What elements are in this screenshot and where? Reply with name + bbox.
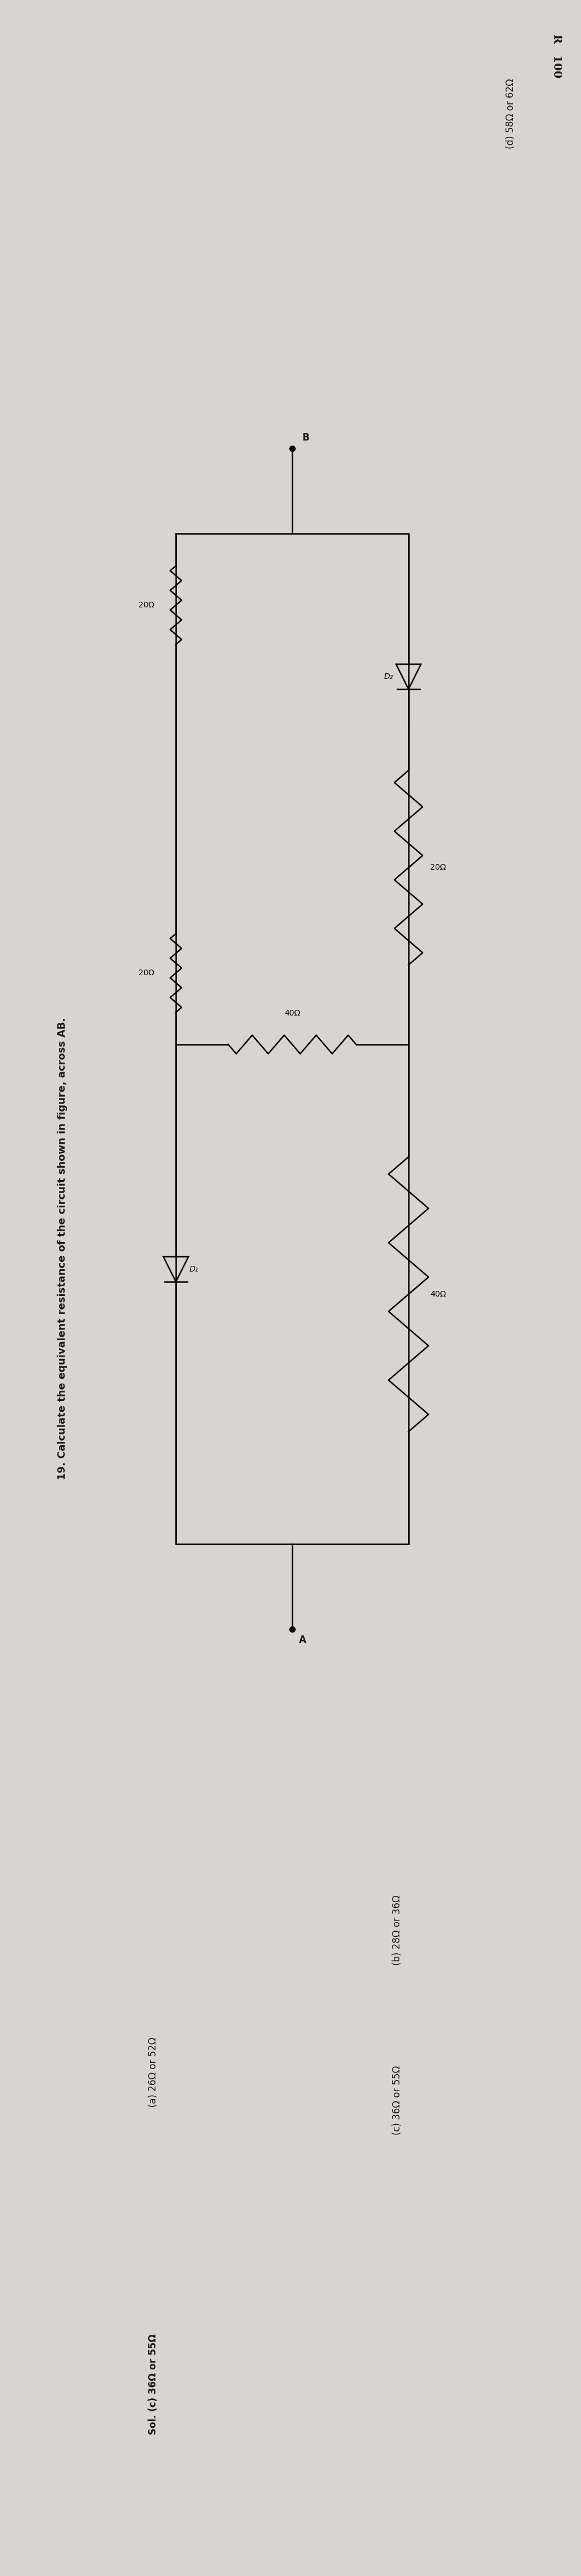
Text: 20Ω: 20Ω bbox=[138, 600, 155, 608]
Text: 40Ω: 40Ω bbox=[284, 1010, 300, 1018]
Text: (c) 36Ω or 55Ω: (c) 36Ω or 55Ω bbox=[392, 2066, 402, 2136]
Text: 20Ω: 20Ω bbox=[138, 969, 155, 976]
Text: B: B bbox=[303, 433, 310, 443]
Text: D₂: D₂ bbox=[384, 672, 393, 680]
Text: 40Ω: 40Ω bbox=[430, 1291, 446, 1298]
Text: R   100: R 100 bbox=[551, 33, 562, 77]
Text: 20Ω: 20Ω bbox=[430, 863, 446, 871]
Text: 19. Calculate the equivalent resistance of the circuit shown in figure, across A: 19. Calculate the equivalent resistance … bbox=[58, 1018, 67, 1481]
Text: (a) 26Ω or 52Ω: (a) 26Ω or 52Ω bbox=[148, 2038, 158, 2107]
Text: Sol. (c) 36Ω or 55Ω: Sol. (c) 36Ω or 55Ω bbox=[148, 2334, 158, 2434]
Text: A: A bbox=[299, 1636, 306, 1646]
Text: (d) 58Ω or 62Ω: (d) 58Ω or 62Ω bbox=[505, 77, 516, 149]
Text: D₁: D₁ bbox=[189, 1265, 199, 1273]
Text: (b) 28Ω or 36Ω: (b) 28Ω or 36Ω bbox=[392, 1896, 402, 1965]
